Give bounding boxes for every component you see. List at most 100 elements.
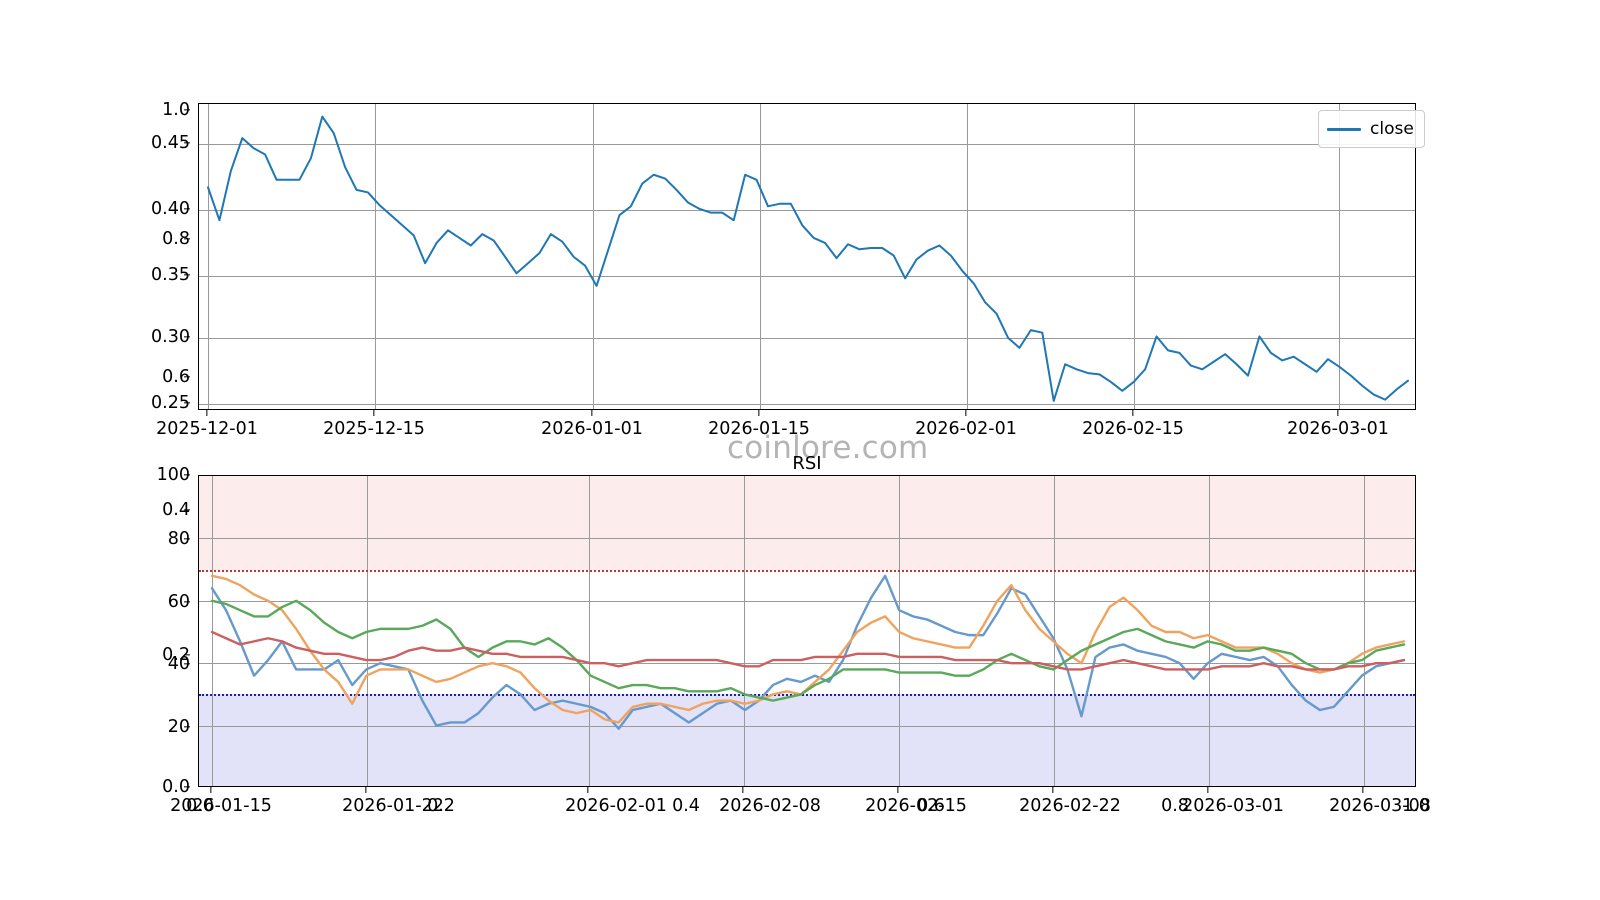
price-xtick-label: 2026-03-01 — [1287, 419, 1389, 439]
ytick-mark — [184, 274, 190, 276]
rsi-panel-title: RSI — [792, 453, 822, 474]
ytick-mark — [184, 238, 190, 240]
ytick-mark — [184, 726, 190, 728]
gridline — [199, 663, 1415, 664]
overbought-threshold-line — [199, 570, 1415, 572]
gridline — [1134, 104, 1135, 409]
gridline — [967, 104, 968, 409]
rsi-ytick-label: 60 — [167, 592, 190, 612]
price-xtick-label: 2026-02-01 — [915, 419, 1017, 439]
xtick-mark — [1207, 787, 1209, 793]
ytick-mark — [184, 109, 190, 111]
price-xtick-label: 2025-12-01 — [156, 419, 258, 439]
gridline — [760, 104, 761, 409]
series-close — [207, 115, 1409, 402]
rsi-ytick-label: 80 — [167, 529, 190, 549]
ytick-mark — [184, 402, 190, 404]
gridline — [199, 601, 1415, 602]
series-rsi-9 — [210, 574, 1406, 730]
rsi-ytick-label: 20 — [167, 717, 190, 737]
ytick-mark — [184, 474, 190, 476]
xtick-mark — [373, 410, 375, 416]
rsi-ytick-labels: 100 80 60 40 20 — [0, 450, 190, 900]
overlay-ytick-label: 1.0 — [162, 100, 190, 120]
rsi-xtick-label: 2026-02-01 — [565, 796, 667, 816]
gridline — [593, 104, 594, 409]
ytick-mark — [184, 376, 190, 378]
overlay-xtick-label: 0.2 — [427, 796, 455, 816]
ytick-mark — [184, 663, 190, 665]
overlay-xtick-label: 0.0 — [186, 796, 214, 816]
rsi-ytick-label: 100 — [156, 465, 190, 485]
rsi-xtick-label: 2026-01-22 — [342, 796, 444, 816]
gridline — [199, 338, 1415, 339]
gridline — [208, 104, 209, 409]
price-xtick-label: 2026-01-15 — [708, 419, 810, 439]
rsi-xtick-label: 2026-02-15 — [865, 796, 967, 816]
legend-item-close[interactable]: close — [1327, 117, 1414, 141]
xtick-mark — [210, 787, 212, 793]
gridline — [1364, 476, 1365, 786]
xtick-mark — [1052, 787, 1054, 793]
price-ytick-label: 0.40 — [151, 199, 190, 219]
gridline — [199, 726, 1415, 727]
oversold-zone — [199, 694, 1415, 786]
price-legend[interactable]: close — [1318, 110, 1425, 149]
overlay-ytick-label: 0.8 — [162, 229, 190, 249]
xtick-mark — [758, 410, 760, 416]
close-swatch — [1327, 127, 1361, 131]
gridline — [1339, 104, 1340, 409]
rsi-line-series — [210, 574, 1406, 730]
ytick-mark — [184, 654, 190, 656]
gridline — [199, 404, 1415, 405]
ytick-mark — [184, 601, 190, 603]
rsi-ytick-marks — [184, 450, 198, 900]
overlay-ytick-label: 0.6 — [162, 367, 190, 387]
legend-label: close — [1370, 119, 1414, 139]
rsi-ytick-label: 40 — [167, 654, 190, 674]
ytick-mark — [184, 786, 190, 788]
ytick-mark — [184, 538, 190, 540]
gridline — [375, 104, 376, 409]
xtick-mark — [1337, 410, 1339, 416]
rsi-xtick-label: 2026-02-22 — [1019, 796, 1121, 816]
gridline — [199, 538, 1415, 539]
price-ytick-label: 0.30 — [151, 327, 190, 347]
series-rsi-42 — [210, 630, 1406, 671]
xtick-mark — [1132, 410, 1134, 416]
price-ytick-label: 0.35 — [151, 265, 190, 285]
ytick-mark — [184, 142, 190, 144]
gridline — [199, 210, 1415, 211]
series-rsi-14 — [210, 574, 1406, 724]
rsi-xticks: 2026-01-15 2026-01-22 2026-02-01 2026-02… — [170, 787, 1431, 847]
rsi-xtick-label: 2026-02-08 — [719, 796, 821, 816]
rsi-panel: 100 80 60 40 20 0.4 0.2 0.0 — [0, 450, 1600, 900]
ytick-mark — [184, 509, 190, 511]
price-plot-area — [198, 103, 1416, 410]
xtick-mark — [965, 410, 967, 416]
ytick-mark — [184, 208, 190, 210]
rsi-plot-area — [198, 475, 1416, 787]
gridline — [744, 476, 745, 786]
overbought-zone — [199, 476, 1415, 570]
overlay-ytick-label: 0.4 — [162, 500, 190, 520]
xtick-mark — [591, 410, 593, 416]
ytick-mark — [184, 336, 190, 338]
oversold-threshold-line — [199, 694, 1415, 696]
price-ytick-labels: 0.45 0.40 0.35 0.30 0.25 — [0, 0, 190, 450]
price-ytick-label: 0.45 — [151, 133, 190, 153]
price-xtick-label: 2026-02-15 — [1082, 419, 1184, 439]
xtick-mark — [587, 787, 589, 793]
xtick-mark — [365, 787, 367, 793]
price-panel: 0.45 0.40 0.35 0.30 0.25 1.0 0.8 0.6 — [0, 0, 1425, 450]
overlay-ytick-label: 0.0 — [162, 777, 190, 797]
overlay-xtick-label: 0.4 — [672, 796, 700, 816]
price-ytick-label: 0.25 — [151, 393, 190, 413]
gridline — [199, 144, 1415, 145]
price-overlay-ytick-labels: 1.0 0.8 0.6 — [0, 0, 190, 450]
rsi-xtick-label: 2026-03-01 — [1182, 796, 1284, 816]
gridline — [1054, 476, 1055, 786]
xtick-mark — [1362, 787, 1364, 793]
xtick-mark — [742, 787, 744, 793]
